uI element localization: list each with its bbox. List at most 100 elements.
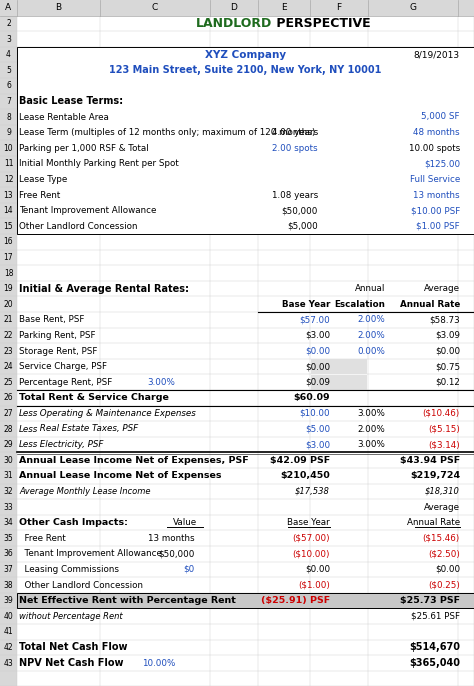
Text: 2: 2 — [6, 19, 11, 28]
Text: Full Service: Full Service — [410, 175, 460, 184]
Text: Annual: Annual — [355, 284, 385, 293]
Text: Parking Rent, PSF: Parking Rent, PSF — [19, 331, 95, 340]
Text: ($1.00): ($1.00) — [298, 580, 330, 589]
Text: Tenant Improvement Allowance: Tenant Improvement Allowance — [19, 206, 156, 215]
Text: ($3.14): ($3.14) — [428, 440, 460, 449]
Text: $1.00 PSF: $1.00 PSF — [416, 222, 460, 230]
Bar — [0, 16, 17, 686]
Bar — [17, 593, 474, 608]
Text: 13 months: 13 months — [413, 191, 460, 200]
Text: 36: 36 — [4, 549, 13, 558]
Text: ($2.50): ($2.50) — [428, 549, 460, 558]
Text: Service Charge, PSF: Service Charge, PSF — [19, 362, 107, 371]
Text: 13: 13 — [4, 191, 13, 200]
Text: Storage Rent, PSF: Storage Rent, PSF — [19, 346, 97, 355]
Text: 19: 19 — [4, 284, 13, 293]
Text: 2.00%: 2.00% — [357, 331, 385, 340]
Text: 42: 42 — [4, 643, 13, 652]
Text: ($5.15): ($5.15) — [428, 425, 460, 434]
Text: Leasing Commissions: Leasing Commissions — [19, 565, 119, 574]
Text: Percentage Rent, PSF: Percentage Rent, PSF — [19, 378, 112, 387]
Text: 1.08 years: 1.08 years — [272, 191, 318, 200]
Text: Average: Average — [424, 503, 460, 512]
Text: $10.00: $10.00 — [300, 409, 330, 418]
Text: PERSPECTIVE: PERSPECTIVE — [272, 17, 371, 30]
Text: 32: 32 — [4, 487, 13, 496]
Text: Net Effective Rent with Percentage Rent: Net Effective Rent with Percentage Rent — [19, 596, 236, 605]
Text: 28: 28 — [4, 425, 13, 434]
Text: $5,000: $5,000 — [287, 222, 318, 230]
Text: 16: 16 — [4, 237, 13, 246]
Text: 34: 34 — [4, 518, 13, 527]
Text: $50,000: $50,000 — [159, 549, 195, 558]
Text: Less: Less — [19, 425, 38, 434]
Text: Base Rent, PSF: Base Rent, PSF — [19, 316, 84, 324]
Text: $0.00: $0.00 — [305, 346, 330, 355]
Text: ($10.46): ($10.46) — [423, 409, 460, 418]
Text: 4.00 years: 4.00 years — [272, 128, 318, 137]
Text: 14: 14 — [4, 206, 13, 215]
Text: E: E — [281, 3, 287, 12]
Text: 33: 33 — [4, 503, 13, 512]
Text: 29: 29 — [4, 440, 13, 449]
Text: 3.00%: 3.00% — [357, 409, 385, 418]
Text: 31: 31 — [4, 471, 13, 480]
Bar — [311, 375, 367, 390]
Text: without Percentage Rent: without Percentage Rent — [19, 612, 123, 621]
Text: Free Rent: Free Rent — [19, 191, 60, 200]
Text: Value: Value — [173, 518, 197, 527]
Text: 5: 5 — [6, 66, 11, 75]
Text: 18: 18 — [4, 268, 13, 278]
Text: $57.00: $57.00 — [299, 316, 330, 324]
Text: Total Rent & Service Charge: Total Rent & Service Charge — [19, 393, 169, 402]
Text: $0.00: $0.00 — [435, 565, 460, 574]
Text: 3: 3 — [6, 34, 11, 43]
Text: 2.00%: 2.00% — [357, 316, 385, 324]
Text: Tenant Improvement Allowance: Tenant Improvement Allowance — [19, 549, 162, 558]
Text: Operating & Maintenance Expenses: Operating & Maintenance Expenses — [37, 409, 196, 418]
Text: Initial Monthly Parking Rent per Spot: Initial Monthly Parking Rent per Spot — [19, 159, 179, 168]
Text: 11: 11 — [4, 159, 13, 168]
Text: Less: Less — [19, 440, 38, 449]
Text: Total Net Cash Flow: Total Net Cash Flow — [19, 642, 128, 652]
Text: $18,310: $18,310 — [425, 487, 460, 496]
Text: 10: 10 — [4, 143, 13, 153]
Text: 2.00%: 2.00% — [357, 425, 385, 434]
Text: $50,000: $50,000 — [282, 206, 318, 215]
Text: Real Estate Taxes, PSF: Real Estate Taxes, PSF — [37, 425, 138, 434]
Text: 123 Main Street, Suite 2100, New York, NY 10001: 123 Main Street, Suite 2100, New York, N… — [109, 65, 382, 75]
Text: 40: 40 — [4, 612, 13, 621]
Text: 27: 27 — [4, 409, 13, 418]
Text: 21: 21 — [4, 316, 13, 324]
Text: $5.00: $5.00 — [305, 425, 330, 434]
Bar — [311, 359, 367, 374]
Text: Parking per 1,000 RSF & Total: Parking per 1,000 RSF & Total — [19, 143, 149, 153]
Text: 9: 9 — [6, 128, 11, 137]
Text: Annual Lease Income Net of Expenses: Annual Lease Income Net of Expenses — [19, 471, 221, 480]
Text: 7: 7 — [6, 97, 11, 106]
Text: Lease Term (multiples of 12 months only; maximum of 120 months): Lease Term (multiples of 12 months only;… — [19, 128, 315, 137]
Text: $3.00: $3.00 — [305, 440, 330, 449]
Text: Average Monthly Lease Income: Average Monthly Lease Income — [19, 487, 151, 496]
Text: G: G — [410, 3, 417, 12]
Text: $0.00: $0.00 — [305, 362, 330, 371]
Text: A: A — [5, 3, 11, 12]
Bar — [17, 47, 474, 234]
Text: 10.00 spots: 10.00 spots — [409, 143, 460, 153]
Text: Initial & Average Rental Rates:: Initial & Average Rental Rates: — [19, 283, 189, 294]
Text: 35: 35 — [4, 534, 13, 543]
Text: Lease Type: Lease Type — [19, 175, 67, 184]
Text: Escalation: Escalation — [334, 300, 385, 309]
Text: ($15.46): ($15.46) — [423, 534, 460, 543]
Text: ($10.00): ($10.00) — [292, 549, 330, 558]
Text: 17: 17 — [4, 253, 13, 262]
Text: $25.73 PSF: $25.73 PSF — [400, 596, 460, 605]
Text: $365,040: $365,040 — [409, 658, 460, 668]
Text: 12: 12 — [4, 175, 13, 184]
Text: $25.61 PSF: $25.61 PSF — [411, 612, 460, 621]
Text: $0.00: $0.00 — [305, 565, 330, 574]
Text: ($0.25): ($0.25) — [428, 580, 460, 589]
Text: Annual Rate: Annual Rate — [407, 518, 460, 527]
Text: XYZ Company: XYZ Company — [205, 49, 286, 60]
Text: 3.00%: 3.00% — [357, 440, 385, 449]
